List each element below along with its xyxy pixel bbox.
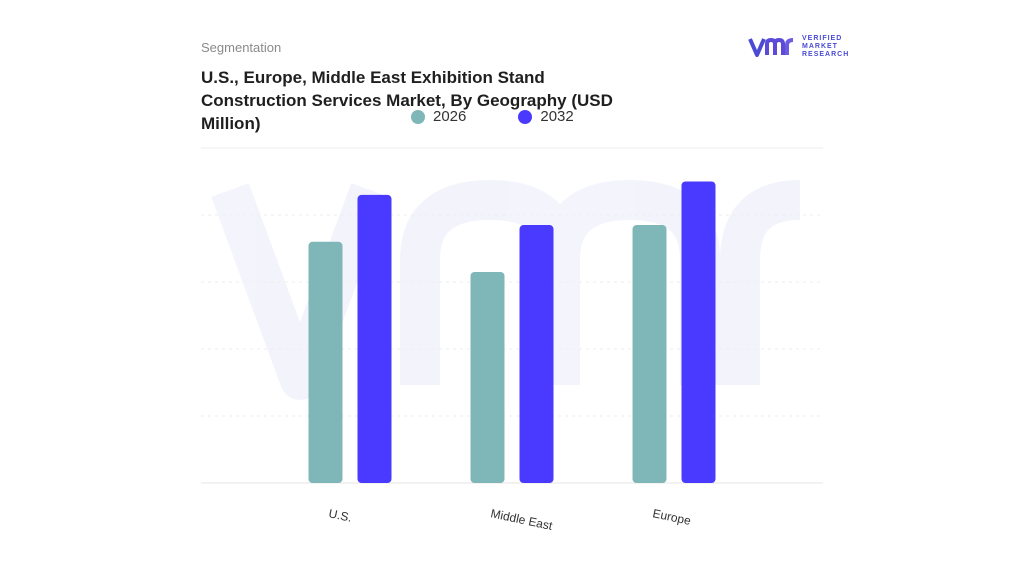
chart-title: U.S., Europe, Middle East Exhibition Sta… (201, 66, 661, 135)
chart-legend: 2026 2032 (411, 108, 574, 125)
bar-2026-middle-east (470, 271, 505, 483)
section-kicker: Segmentation (201, 40, 282, 55)
legend-label-2032: 2032 (540, 108, 574, 125)
legend-label-2026: 2026 (433, 108, 467, 125)
legend-item-2032: 2032 (518, 108, 574, 125)
grid-lines (201, 147, 823, 484)
x-tick-label: U.S. (327, 506, 353, 525)
x-axis-labels: U.S. Middle East Europe (327, 506, 692, 533)
bars-group (308, 181, 716, 484)
bar-2026-europe (632, 225, 667, 484)
brand-logo-text: VERIFIED MARKET RESEARCH (802, 35, 849, 59)
legend-swatch-2032 (518, 109, 533, 124)
chart-title-line-2: Construction Services Market, By Geograp… (201, 91, 613, 110)
x-tick-label: Europe (651, 506, 692, 528)
chart-title-line-3: Million) (201, 114, 261, 133)
legend-swatch-2026 (411, 109, 425, 124)
bar-2026-u-s (308, 241, 343, 483)
legend-item-2026: 2026 (411, 108, 466, 125)
chart-title-line-1: U.S., Europe, Middle East Exhibition Sta… (201, 68, 545, 87)
brand-line-1: VERIFIED (802, 35, 843, 42)
bar-2032-europe (681, 181, 716, 483)
brand-logo: VERIFIED MARKET RESEARCH (748, 35, 849, 59)
bar-2032-middle-east (519, 225, 554, 484)
brand-line-3: RESEARCH (802, 51, 850, 58)
x-tick-label: Middle East (489, 506, 554, 533)
brand-line-2: MARKET (802, 43, 838, 50)
vmr-logo-icon (748, 37, 794, 57)
bar-2032-u-s (357, 194, 392, 483)
